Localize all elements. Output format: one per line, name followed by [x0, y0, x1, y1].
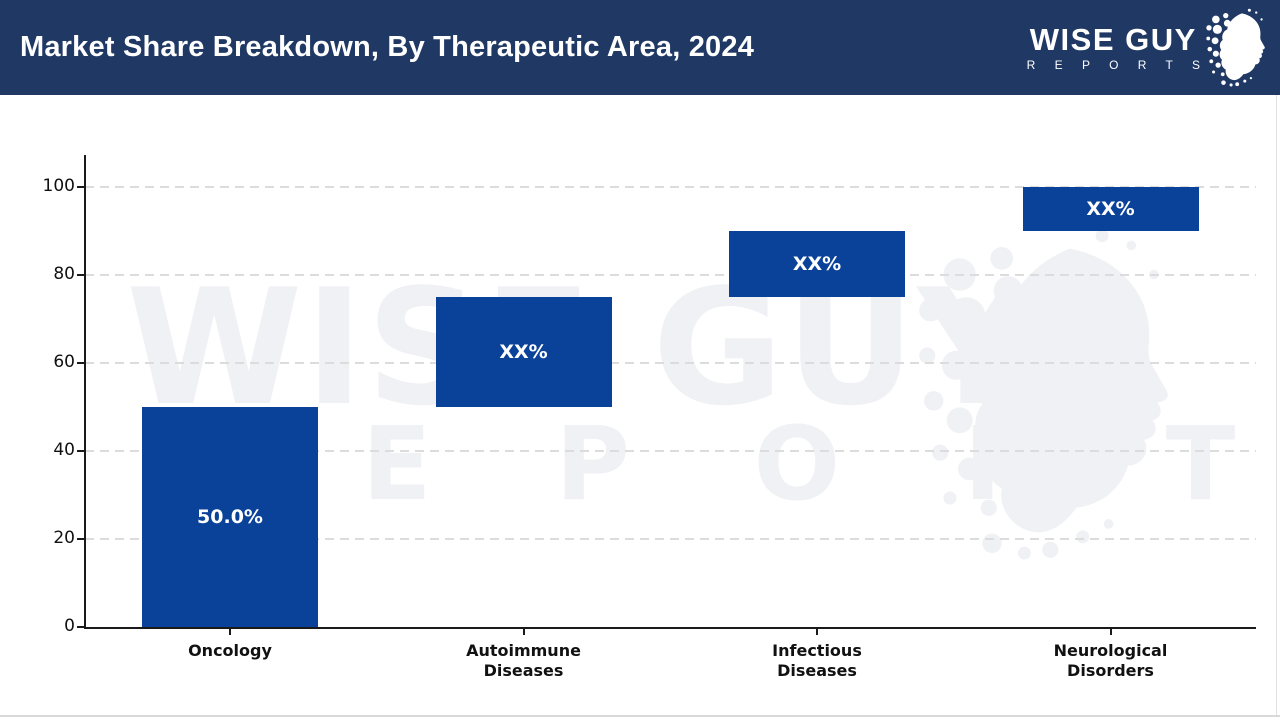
y-tick-mark [77, 361, 84, 364]
y-tick-label: 40 [53, 439, 75, 460]
x-category-label-line: Diseases [483, 661, 564, 680]
y-tick-label: 100 [42, 175, 75, 196]
y-tick-label: 20 [53, 527, 75, 548]
bar-value-label: XX% [1086, 197, 1135, 220]
y-tick-mark [77, 537, 84, 540]
y-tick-mark [77, 273, 84, 276]
x-axis-line [84, 627, 1256, 629]
x-category-label-line: Infectious [772, 641, 862, 660]
x-tick-mark [522, 629, 525, 635]
wise-guy-reports-logo: WISE GUY R E P O R T S [1019, 4, 1268, 92]
y-tick-label: 0 [64, 616, 75, 636]
x-category-label: Autoimmune Diseases [404, 641, 644, 681]
header-bar: Market Share Breakdown, By Therapeutic A… [0, 0, 1280, 95]
logo-text: WISE GUY R E P O R T S [1019, 21, 1208, 73]
x-tick-mark [816, 629, 818, 635]
x-tick-mark [1109, 629, 1112, 635]
x-category-label-line: Neurological [1053, 641, 1168, 660]
y-axis-line [84, 155, 86, 629]
bar-oncology: 50.0% [142, 406, 318, 627]
y-gridline [85, 361, 1256, 364]
bar-value-label: XX% [499, 340, 548, 363]
logo-wordmark: WISE GUY [1029, 21, 1197, 57]
logo-head-icon [1206, 8, 1265, 87]
y-gridline [85, 273, 1256, 276]
x-category-label: Infectious Diseases [697, 641, 937, 681]
watermark-head-icon [919, 229, 1168, 560]
y-tick-mark [77, 449, 84, 452]
chart-title: Market Share Breakdown, By Therapeutic A… [20, 31, 755, 63]
y-gridline [85, 449, 1256, 452]
right-border [1276, 95, 1277, 715]
y-tick-label: 60 [53, 351, 75, 372]
x-category-label-line: Oncology [188, 641, 272, 660]
x-category-label-line: Diseases [777, 661, 857, 680]
y-gridline [85, 185, 1256, 188]
x-category-label: Oncology [110, 641, 350, 661]
y-gridline [85, 537, 1256, 540]
x-category-label-line: Disorders [1067, 661, 1154, 680]
bar-neurological-disorders: XX% [1022, 186, 1199, 231]
logo-subtitle: R E P O R T S [1026, 58, 1208, 73]
bar-value-label: XX% [792, 252, 842, 275]
x-tick-mark [229, 629, 231, 635]
x-category-label-line: Autoimmune [466, 641, 581, 660]
y-tick-mark [77, 626, 84, 628]
bar-value-label: 50.0% [197, 505, 263, 528]
bar-autoimmune-diseases: XX% [435, 296, 612, 407]
y-tick-mark [77, 185, 84, 188]
x-category-label: Neurological Disorders [991, 641, 1231, 681]
bar-infectious-diseases: XX% [729, 230, 905, 297]
y-tick-label: 80 [53, 263, 75, 284]
bottom-border [0, 715, 1280, 717]
